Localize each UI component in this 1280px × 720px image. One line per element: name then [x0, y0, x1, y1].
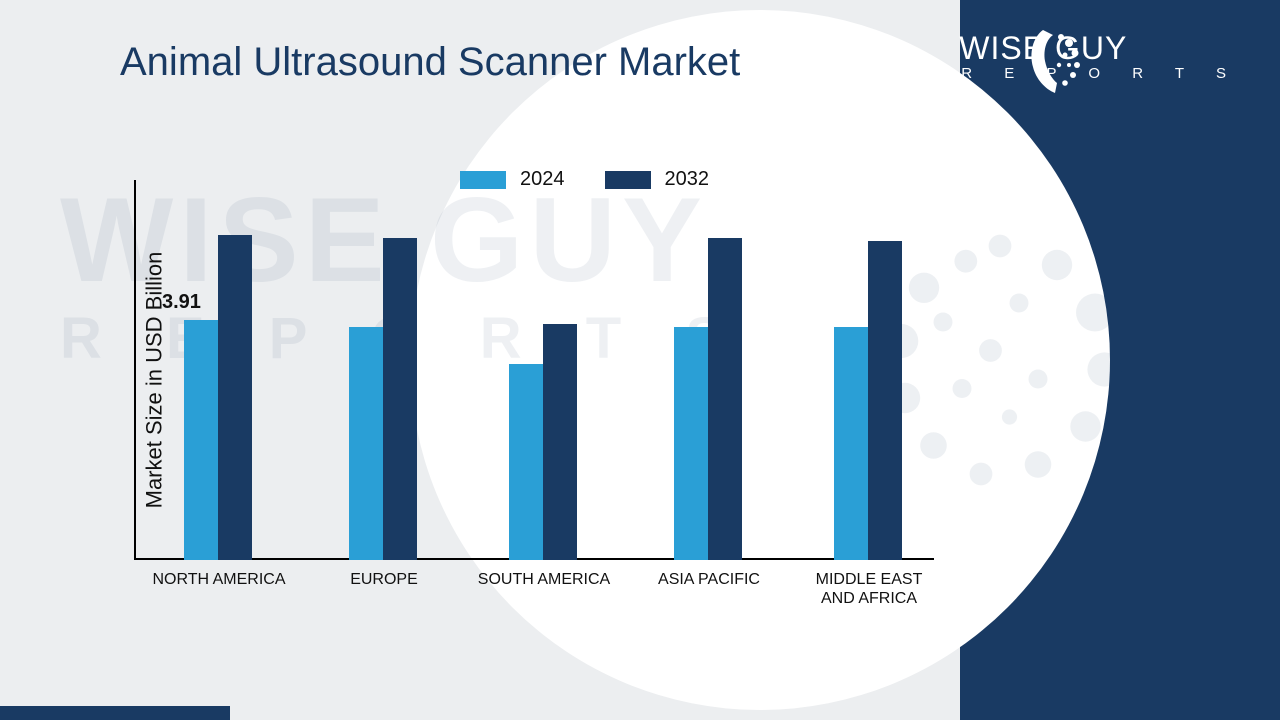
category-label: EUROPE	[314, 570, 454, 589]
category-label: NORTH AMERICA	[149, 570, 289, 589]
bottom-accent-bar	[0, 706, 230, 720]
chart-plot-area: 3.91NORTH AMERICAEUROPESOUTH AMERICAASIA…	[134, 180, 934, 560]
bar	[218, 235, 252, 560]
bar	[184, 320, 218, 560]
chart-title: Animal Ultrasound Scanner Market	[120, 40, 740, 85]
bar	[674, 327, 708, 560]
bar	[708, 238, 742, 560]
bar	[383, 238, 417, 560]
brand-line1: WISE GUY	[959, 30, 1240, 67]
bar	[543, 324, 577, 560]
y-axis-line	[134, 180, 136, 560]
value-callout: 3.91	[162, 291, 201, 314]
bar	[349, 327, 383, 560]
bar	[868, 241, 902, 560]
category-label: ASIA PACIFIC	[639, 570, 779, 589]
bar	[834, 327, 868, 560]
brand-logo: WISE GUY R E P O R T S	[959, 30, 1240, 82]
category-label: MIDDLE EAST AND AFRICA	[799, 570, 939, 608]
bar	[509, 364, 543, 560]
category-label: SOUTH AMERICA	[474, 570, 614, 589]
brand-line2: R E P O R T S	[961, 65, 1240, 82]
chart-container: Market Size in USD Billion 3.91NORTH AME…	[74, 160, 944, 600]
page-root: WISE GUY R E P O R T S Animal Ultrasound…	[0, 0, 1280, 720]
